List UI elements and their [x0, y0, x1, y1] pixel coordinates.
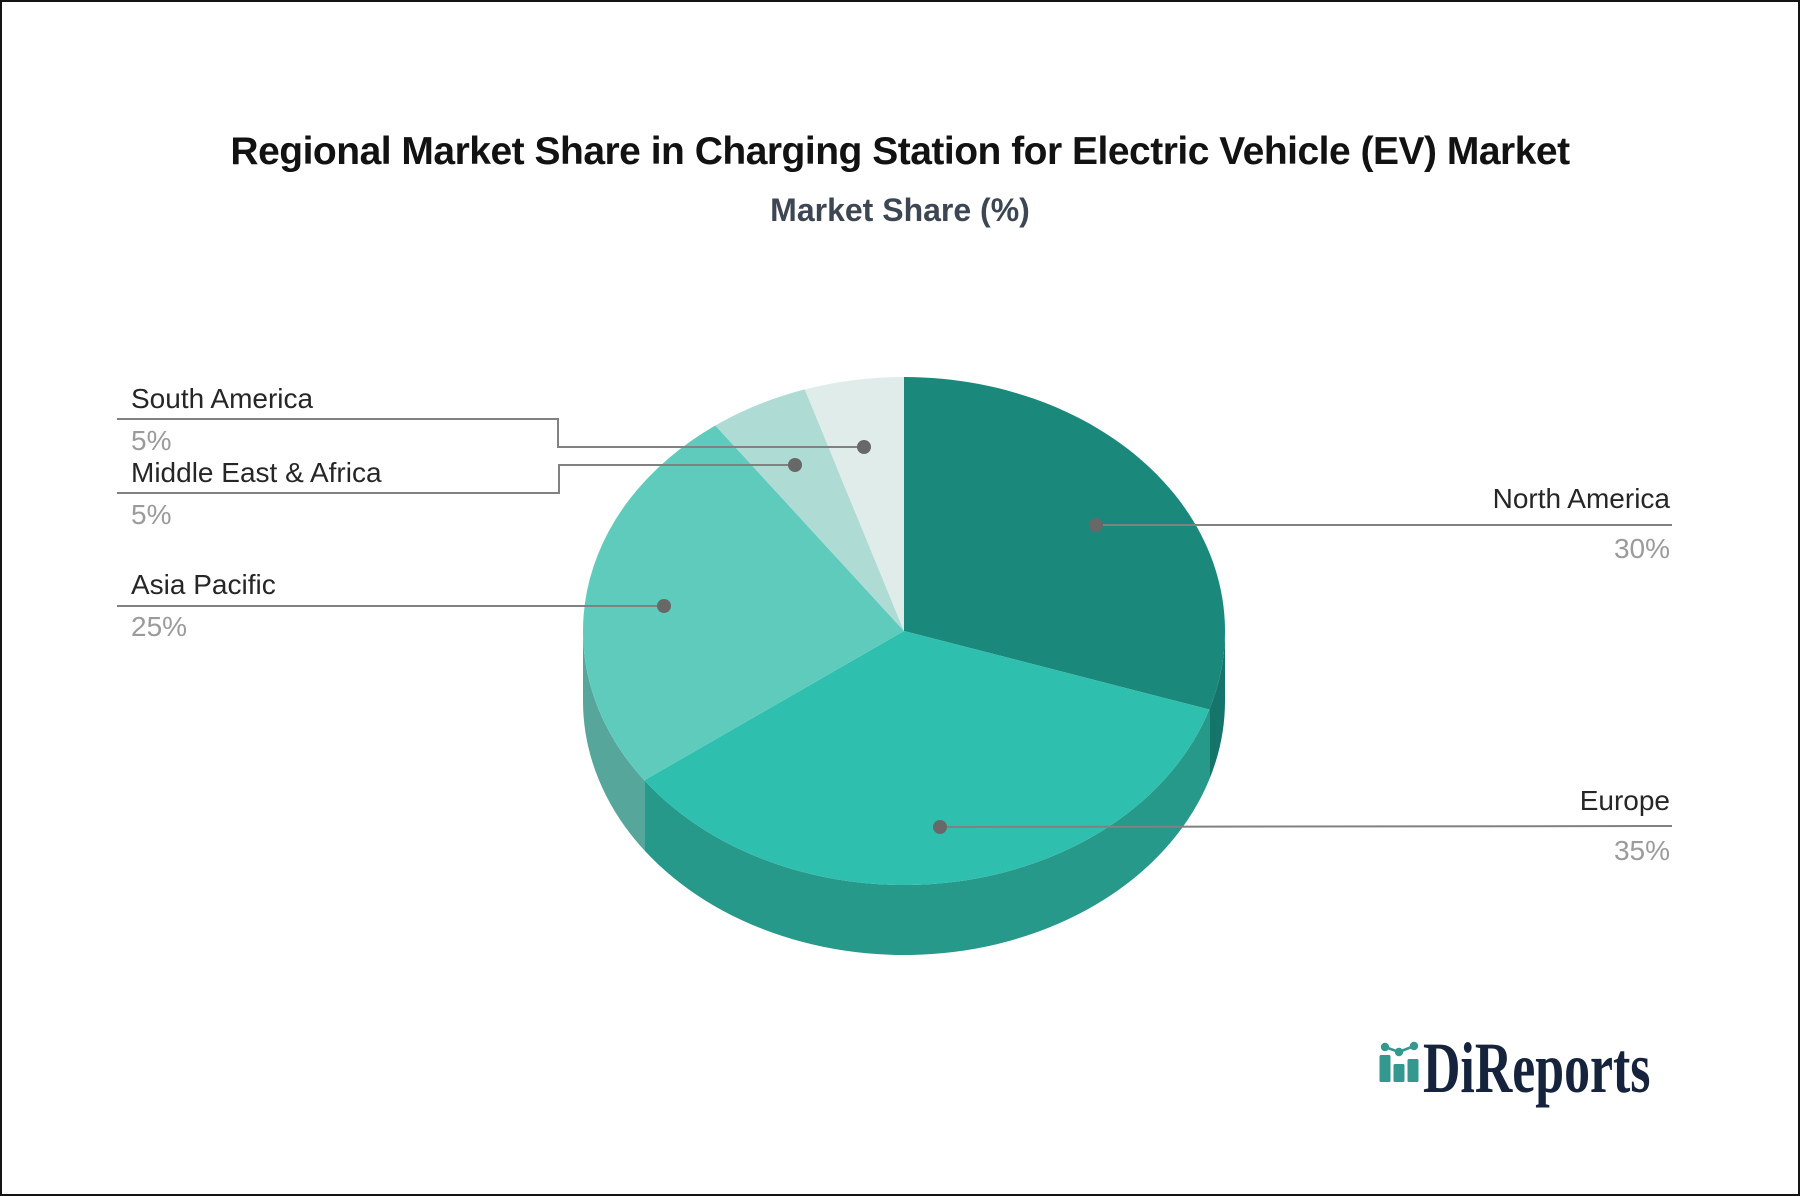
slice-label-asia-pacific: Asia Pacific	[131, 569, 276, 600]
bar-chart-logo-icon	[1379, 1041, 1419, 1082]
slice-value-south-america: 5%	[131, 425, 172, 456]
slice-value-europe: 35%	[1613, 835, 1670, 866]
slice-value-asia-pacific: 25%	[131, 611, 188, 642]
slice-value-middle-east-africa: 5%	[131, 499, 172, 530]
slice-value-north-america: 30%	[1613, 533, 1670, 564]
slice-label-europe: Europe	[1579, 785, 1670, 816]
chart-subtitle: Market Share (%)	[770, 192, 1030, 228]
slice-label-south-america: South America	[131, 383, 314, 414]
slice-label-middle-east-africa: Middle East & Africa	[131, 457, 382, 488]
slice-label-north-america: North America	[1492, 483, 1670, 514]
direports-logo: DiReports	[1377, 1028, 1677, 1126]
logo-text: DiReports	[1423, 1028, 1651, 1108]
chart-title: Regional Market Share in Charging Statio…	[230, 130, 1570, 173]
